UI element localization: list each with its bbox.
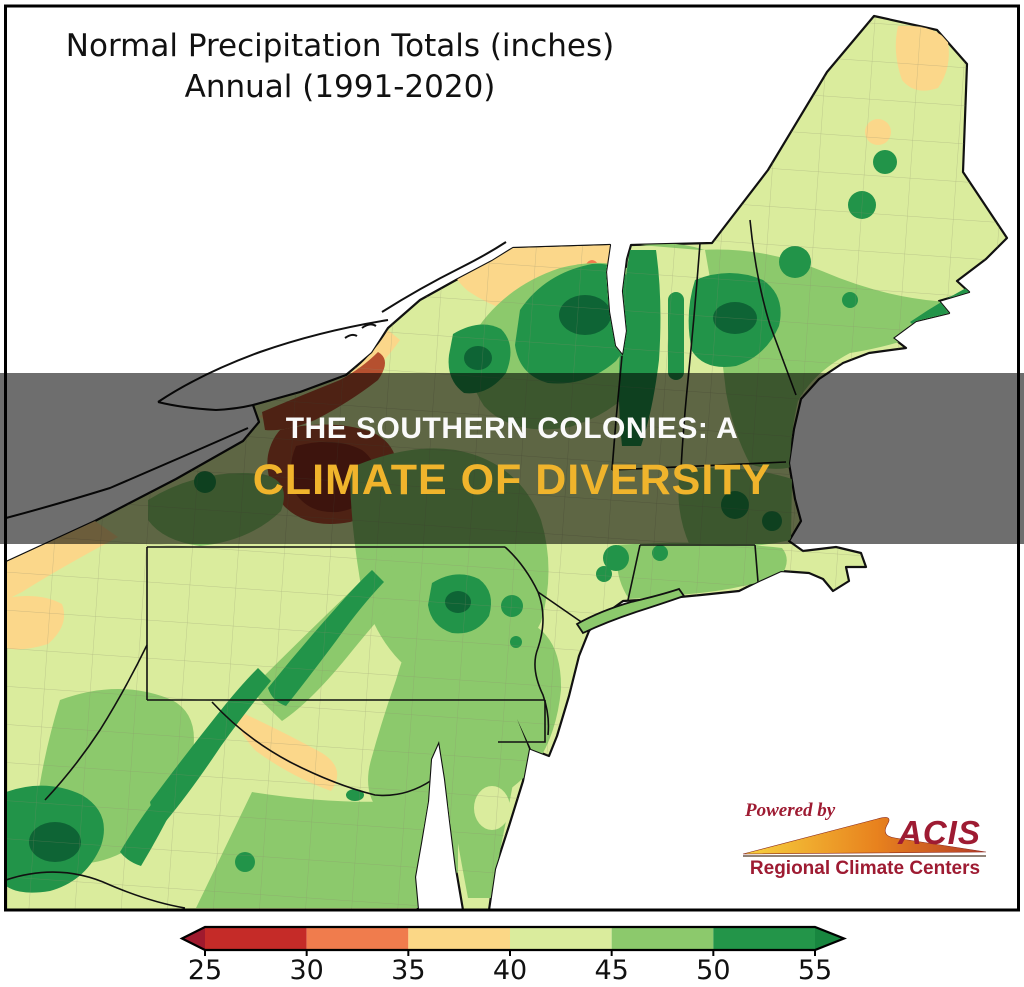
- acis-swoosh-icon: [742, 817, 987, 857]
- powered-by-label: Powered by: [745, 800, 836, 821]
- banner-line2: CLIMATE OF DIVERSITY: [252, 456, 772, 504]
- acis-logo: Powered by ACIS Regional Climate Centers: [735, 798, 995, 883]
- legend-right-arrow: [815, 927, 844, 950]
- legend-segment: [510, 927, 612, 950]
- acis-subtitle: Regional Climate Centers: [749, 858, 981, 879]
- legend-tick-label: 30: [289, 955, 323, 985]
- legend-tick-label: 45: [594, 955, 628, 985]
- legend-tick-label: 40: [493, 955, 527, 985]
- color-scale-legend: 25 30 35 40 45 50 55: [179, 925, 847, 985]
- acis-acronym: ACIS: [898, 814, 981, 851]
- legend-left-arrow: [182, 927, 205, 950]
- long-island: [575, 587, 686, 635]
- legend-tick-label: 25: [188, 955, 222, 985]
- legend-segment: [306, 927, 409, 950]
- banner-overlay: THE SOUTHERN COLONIES: A CLIMATE OF DIVE…: [0, 373, 1024, 544]
- banner-line1: THE SOUTHERN COLONIES: A: [285, 412, 739, 445]
- map-title-line2: Annual (1991-2020): [184, 69, 496, 105]
- legend-tick-label: 50: [696, 955, 730, 985]
- legend-segment: [408, 927, 510, 950]
- map-title-line1: Normal Precipitation Totals (inches): [65, 28, 615, 64]
- legend-tick-label: 35: [391, 955, 425, 985]
- map-title: Normal Precipitation Totals (inches) Ann…: [40, 26, 640, 108]
- legend-segment: [205, 927, 307, 950]
- legend-tick-label: 55: [798, 955, 832, 985]
- legend-segment: [713, 927, 815, 950]
- legend-segment: [611, 927, 714, 950]
